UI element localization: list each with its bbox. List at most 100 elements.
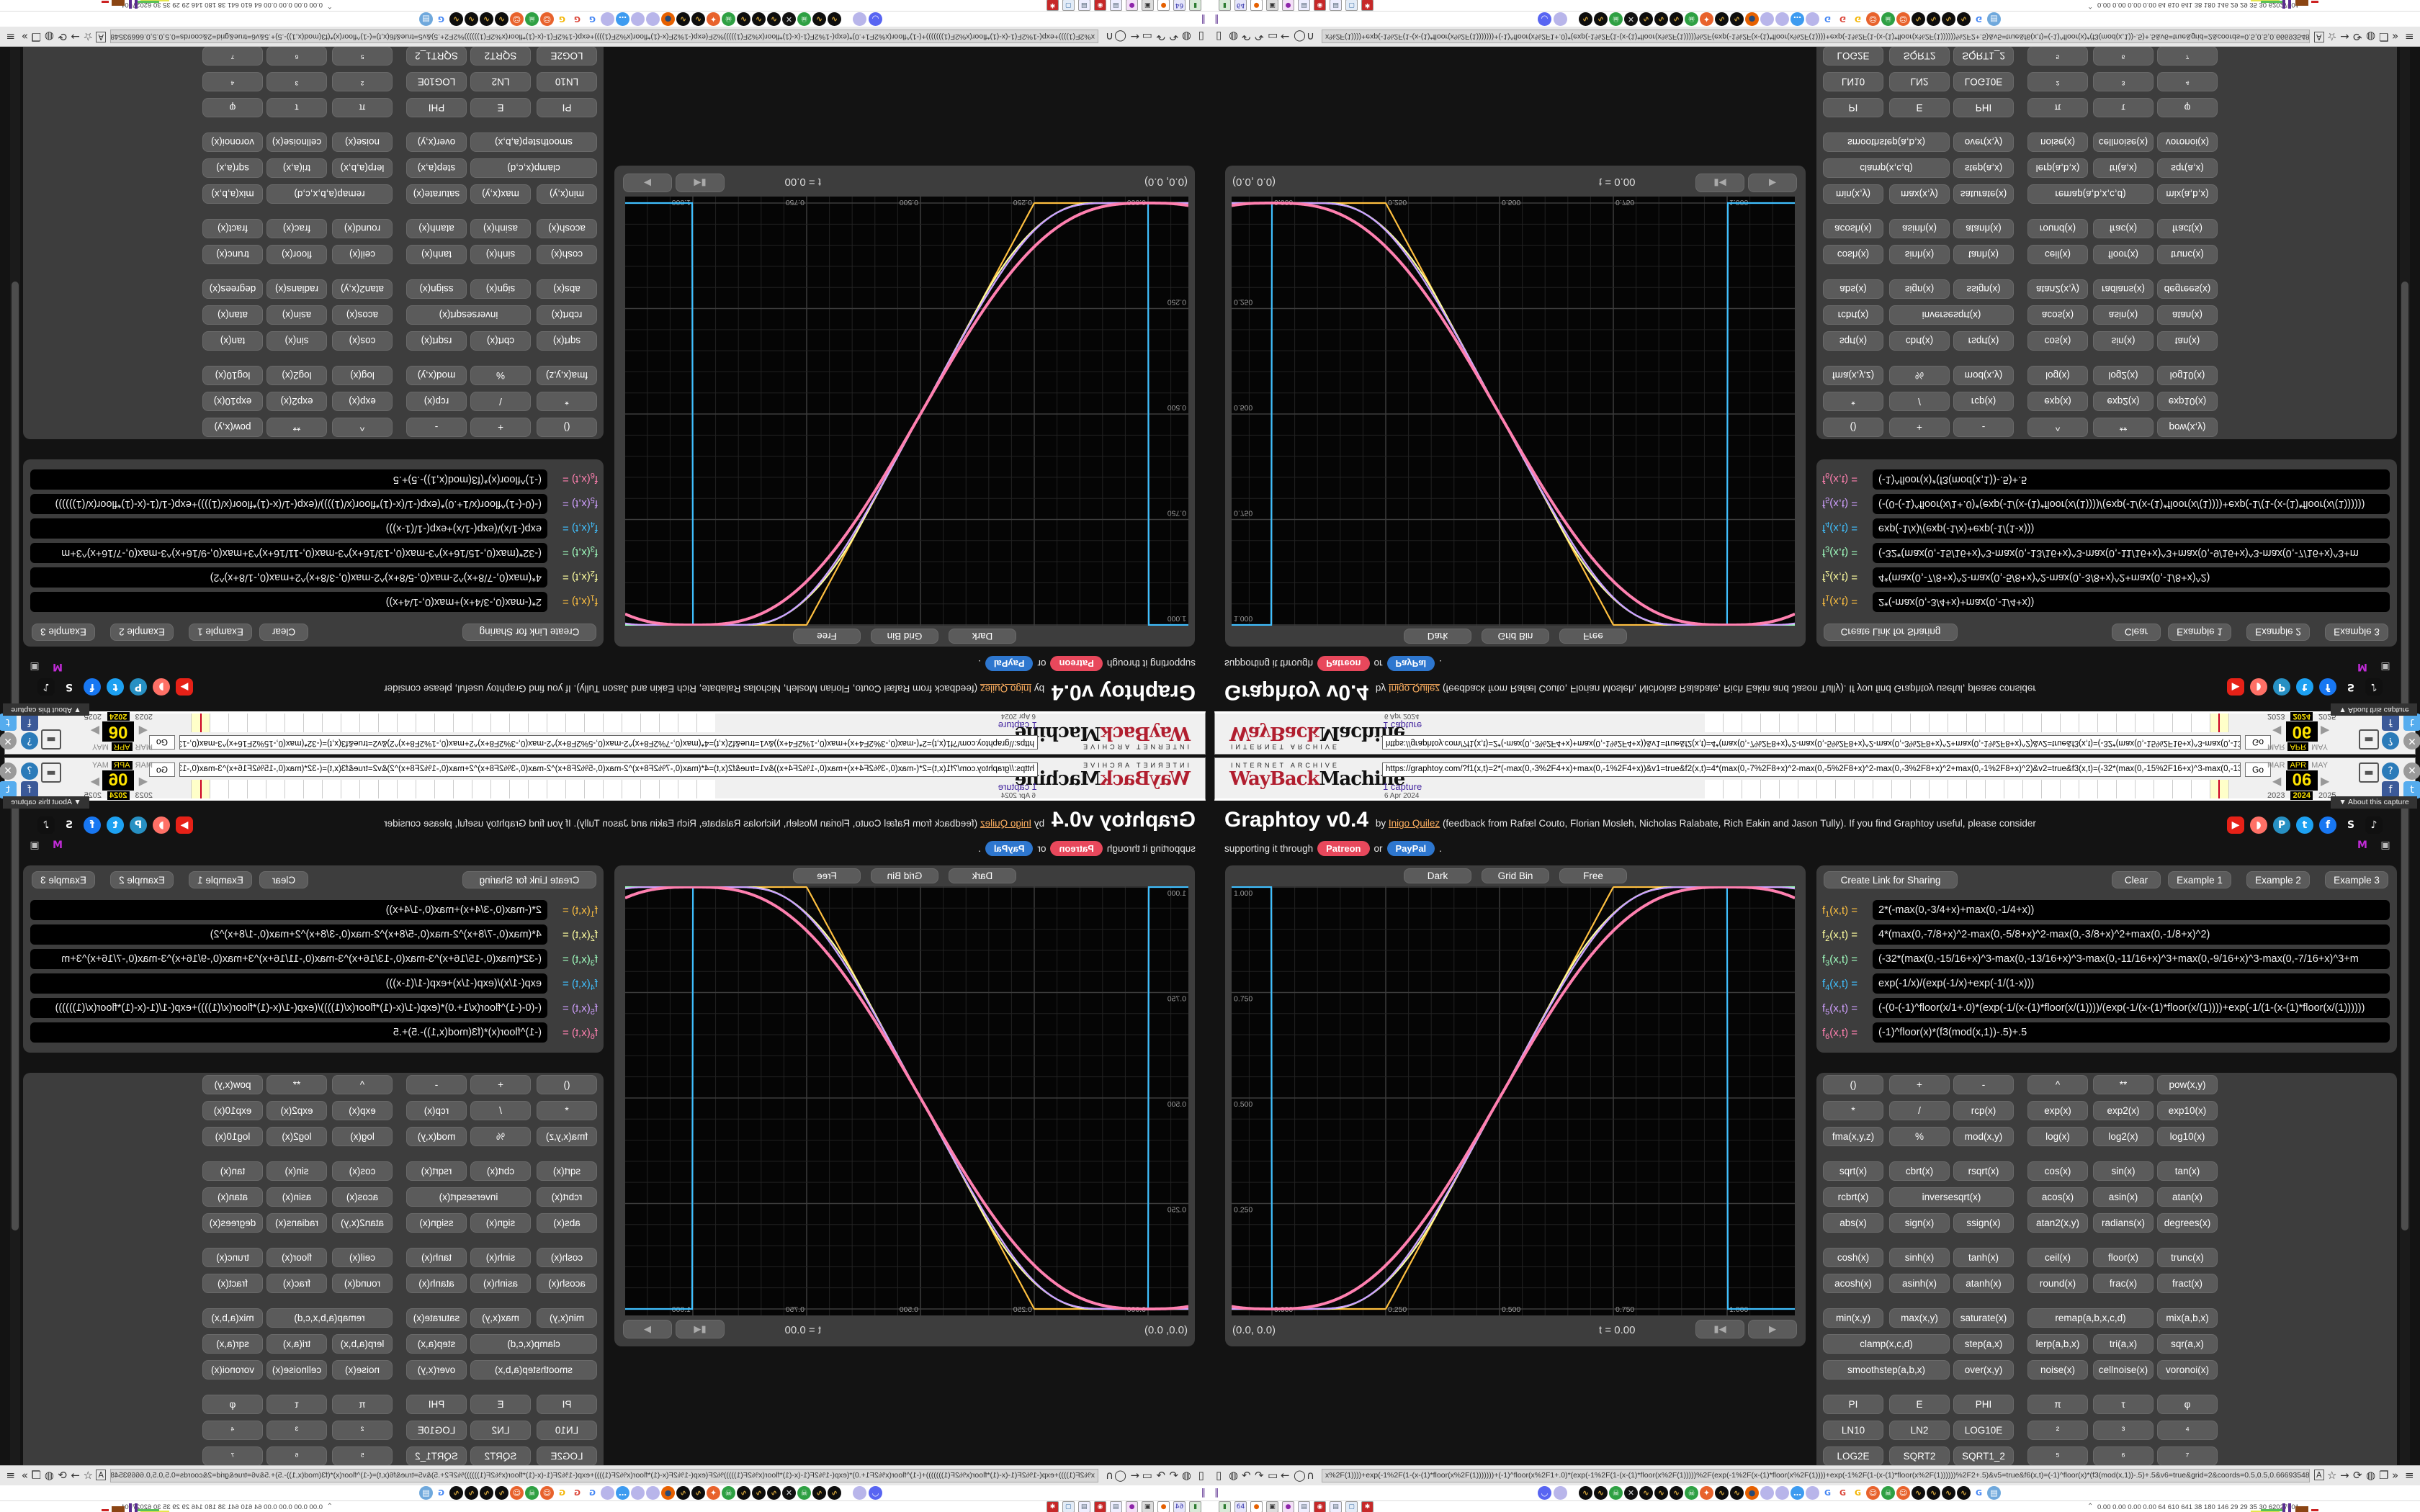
fn-button--[interactable]: / bbox=[1889, 1101, 1950, 1120]
range-mode-button[interactable]: Free bbox=[1559, 629, 1627, 644]
fn-button-max-x-y-[interactable]: max(x,y) bbox=[1889, 1308, 1950, 1328]
tab-favicon-firefox[interactable]: ● bbox=[1745, 1486, 1759, 1500]
timeline-cell[interactable] bbox=[1855, 714, 1873, 732]
time-play-button[interactable]: ▶ bbox=[1748, 174, 1797, 192]
time-play-button[interactable]: ▶ bbox=[623, 174, 672, 192]
fn-button-log2e[interactable]: LOG2E bbox=[1823, 46, 1883, 66]
twitter-icon[interactable]: t bbox=[107, 816, 124, 834]
tab-favicon-discord[interactable]: ◡ bbox=[1538, 1486, 1551, 1500]
timeline-cell[interactable] bbox=[622, 780, 640, 798]
fn-button-noise-x-[interactable]: noise(x) bbox=[332, 132, 393, 152]
timeline-cell[interactable] bbox=[1967, 780, 1986, 798]
fn-button-atan-x-[interactable]: atan(x) bbox=[202, 305, 263, 325]
taskbar-app-icon-8[interactable]: ▢ bbox=[1062, 1501, 1075, 1512]
globe-icon[interactable]: ◍ bbox=[1181, 1469, 1191, 1482]
timeline-cell[interactable] bbox=[1705, 780, 1724, 798]
fn-button-step-a-x-[interactable]: step(a,x) bbox=[1953, 158, 2014, 178]
fn-button-sqr-a-x-[interactable]: sqr(a,x) bbox=[202, 1334, 263, 1354]
timeline-cell[interactable] bbox=[472, 714, 490, 732]
fn-button-lerp-a-b-x-[interactable]: lerp(a,b,x) bbox=[2027, 158, 2088, 178]
tab-favicon-gold[interactable]: ∿ bbox=[737, 12, 750, 26]
timeline-cell-capture[interactable] bbox=[2210, 780, 2229, 798]
author-link[interactable]: Inigo Quilez bbox=[980, 683, 1032, 694]
fn-button--[interactable]: + bbox=[470, 418, 531, 437]
taskbar-app-icon-7[interactable]: ▤ bbox=[1330, 0, 1342, 11]
fn-button--[interactable]: τ bbox=[266, 98, 327, 117]
prev-capture-arrow[interactable]: ◀ bbox=[2272, 724, 2282, 737]
fn-button--[interactable]: ³ bbox=[266, 1421, 327, 1440]
fn-button-pi[interactable]: PI bbox=[1823, 1395, 1883, 1414]
tab-favicon-greenskull[interactable]: ☠ bbox=[1685, 12, 1698, 26]
pause-icon[interactable]: ∥ bbox=[1214, 14, 1219, 25]
formula-input-f2[interactable]: 4*(max(0,-7/8+x)^2-max(0,-5/8+x)^2-max(0… bbox=[30, 924, 547, 945]
timeline-cell[interactable] bbox=[303, 780, 322, 798]
help-icon[interactable]: ? bbox=[2382, 732, 2399, 750]
lock-icon[interactable]: ∩ bbox=[1106, 30, 1113, 43]
globe-icon[interactable]: ◍ bbox=[1229, 30, 1239, 43]
fn-button-rcbrt-x-[interactable]: rcbrt(x) bbox=[1823, 1187, 1883, 1207]
patreon-icon[interactable]: ◗ bbox=[153, 678, 170, 696]
tv-icon[interactable]: ▣ bbox=[2380, 840, 2390, 851]
fn-button-ceil-x-[interactable]: ceil(x) bbox=[2027, 1248, 2088, 1267]
grid-mode-button[interactable]: Grid Bin bbox=[871, 629, 938, 644]
timeline-cell[interactable] bbox=[2079, 780, 2098, 798]
timeline-cell[interactable] bbox=[210, 714, 228, 732]
fn-button-exp10-x-[interactable]: exp10(x) bbox=[202, 392, 263, 411]
fn-button-log-x-[interactable]: log(x) bbox=[332, 1127, 393, 1146]
timeline-cell[interactable] bbox=[378, 714, 397, 732]
tab-favicon-lav[interactable] bbox=[1806, 1486, 1819, 1500]
timeline-cell[interactable] bbox=[1911, 780, 1930, 798]
fn-button-tan-x-[interactable]: tan(x) bbox=[2157, 331, 2218, 351]
fn-button--[interactable]: π bbox=[332, 1395, 393, 1414]
clear-button[interactable]: Clear bbox=[2112, 624, 2161, 641]
fn-button-rcbrt-x-[interactable]: rcbrt(x) bbox=[1823, 305, 1883, 325]
fn-button-frac-x-[interactable]: frac(x) bbox=[266, 1274, 327, 1293]
youtube-icon[interactable]: ▶ bbox=[176, 678, 193, 696]
tab-favicon-gyellow[interactable]: G bbox=[1851, 1486, 1865, 1500]
formula-input-f1[interactable]: 2*(-max(0,-3/4+x)+max(0,-1/4+x)) bbox=[30, 592, 547, 612]
tab-favicon-gold[interactable]: ∿ bbox=[1942, 1486, 1955, 1500]
tab-favicon-gred[interactable]: G bbox=[1836, 12, 1850, 26]
tab-favicon-gold[interactable]: ∿ bbox=[1730, 12, 1744, 26]
example3-button[interactable]: Example 3 bbox=[32, 624, 95, 641]
address-bar-input[interactable]: x%2F(1))))+exp(-1%2F(1-(x-(1)*floor(x%2F… bbox=[110, 30, 1098, 43]
undo-icon[interactable]: ↶ bbox=[1169, 30, 1178, 43]
fn-button-floor-x-[interactable]: floor(x) bbox=[266, 245, 327, 264]
fn-button-rcp-x-[interactable]: rcp(x) bbox=[1953, 392, 2014, 411]
fn-button-degrees-x-[interactable]: degrees(x) bbox=[2157, 1213, 2218, 1233]
fn-button-log2e[interactable]: LOG2E bbox=[537, 46, 597, 66]
pause-icon[interactable]: ∥ bbox=[1201, 1487, 1206, 1498]
year-selector[interactable]: 2023 2024 2025 bbox=[84, 712, 153, 721]
formula-input-f1[interactable]: 2*(-max(0,-3/4+x)+max(0,-1/4+x)) bbox=[1873, 592, 2390, 612]
undo-icon[interactable]: ↶ bbox=[1169, 1469, 1178, 1482]
globe-icon[interactable]: ◍ bbox=[1229, 1469, 1239, 1482]
tab-favicon-gold[interactable]: ∿ bbox=[1957, 1486, 1971, 1500]
menu-icon[interactable]: ≡ bbox=[2405, 30, 2414, 43]
mastodon-icon[interactable]: M bbox=[53, 661, 63, 672]
fn-button-abs-x-[interactable]: abs(x) bbox=[537, 279, 597, 299]
paypal-button[interactable]: PayPal bbox=[1386, 841, 1435, 856]
fn-button-acos-x-[interactable]: acos(x) bbox=[332, 1187, 393, 1207]
fn-button-round-x-[interactable]: round(x) bbox=[332, 219, 393, 238]
taskbar-app-icon-4[interactable]: ● bbox=[1126, 0, 1138, 11]
example2-button[interactable]: Example 2 bbox=[110, 871, 174, 888]
tab-favicon-gold[interactable]: ∿ bbox=[1579, 12, 1592, 26]
timeline-cell[interactable] bbox=[378, 780, 397, 798]
twitter-icon[interactable]: t bbox=[2296, 678, 2313, 696]
taskbar-app-icon-3[interactable]: ▣ bbox=[1266, 0, 1278, 11]
tab-favicon-gold[interactable]: ∿ bbox=[1957, 12, 1971, 26]
wayback-url-input[interactable]: https://graphtoy.com/?f1(x,t)=2*(-max(0,… bbox=[179, 762, 1038, 777]
fn-button--[interactable]: + bbox=[1889, 418, 1950, 437]
fn-button--[interactable]: ⁵ bbox=[2027, 46, 2088, 66]
timeline-cell[interactable] bbox=[322, 714, 341, 732]
timeline-cell[interactable] bbox=[547, 714, 565, 732]
fn-button-fma-x-y-z-[interactable]: fma(x,y,z) bbox=[537, 1127, 597, 1146]
timeline-cell[interactable] bbox=[228, 714, 247, 732]
month-MAR[interactable]: MAR bbox=[2267, 761, 2285, 770]
next-capture-arrow[interactable]: ▶ bbox=[90, 775, 99, 788]
fn-button--[interactable]: ⁴ bbox=[202, 1421, 263, 1440]
fn-button-sqrt-x-[interactable]: sqrt(x) bbox=[537, 1161, 597, 1181]
address-bar-input[interactable]: x%2F(1))))+exp(-1%2F(1-(x-(1)*floor(x%2F… bbox=[110, 1469, 1098, 1482]
fn-button-exp10-x-[interactable]: exp10(x) bbox=[202, 1101, 263, 1120]
example1-button[interactable]: Example 1 bbox=[2168, 624, 2231, 641]
